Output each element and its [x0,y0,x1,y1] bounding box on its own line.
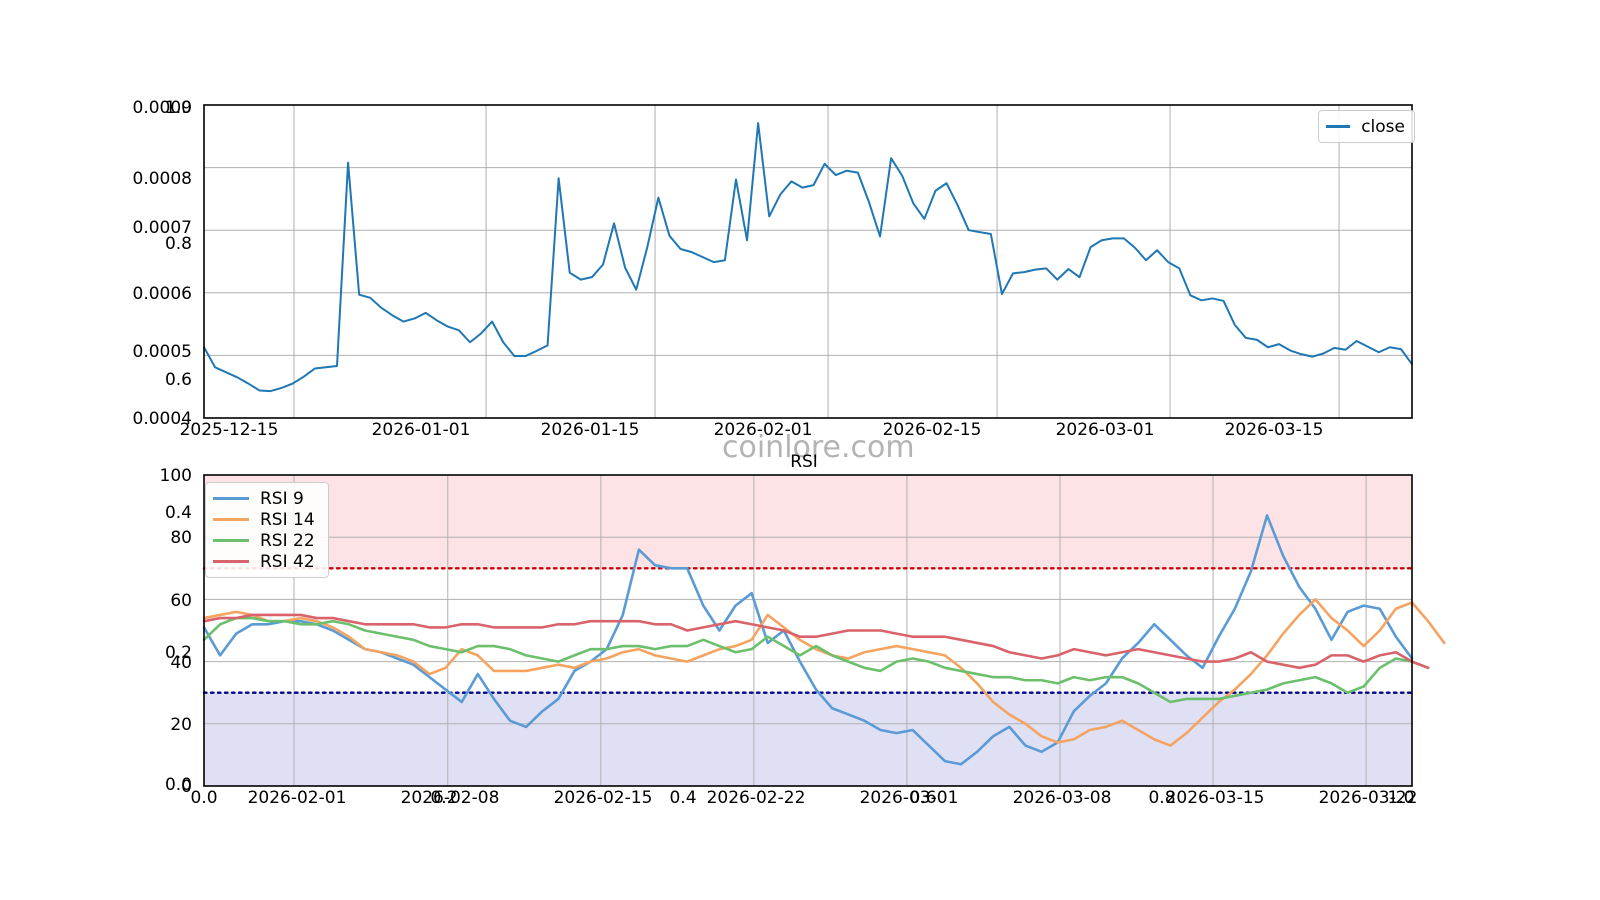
price-x-tick-2026-03-01: 2026-03-01 [1055,420,1155,440]
legend-item-rsi-42[interactable]: RSI 42 [213,551,319,572]
price-x-tick-2026-02-15: 2026-02-15 [882,420,982,440]
rsi-series-lines [202,514,1446,766]
rsi42-line-swatch-icon [213,560,249,563]
rsi-x-overlay-tick-0.8: 0.8 [1148,788,1176,808]
rsi-line-rsi-42 [202,613,1430,670]
price-y-tick-0.0007: 0.0007 [132,218,192,238]
rsi-y-overlay-tick-0.4: 0.4 [164,503,192,523]
price-gridlines [204,105,1412,418]
price-y-tick-0.0009: 0.0009 [132,98,192,118]
price-y-tick-0.0006: 0.0006 [132,284,192,304]
price-legend[interactable]: close [1318,110,1415,143]
price-y-overlay-tick-1.0: 1.0 [164,98,192,118]
rsi-line-rsi-14 [202,598,1446,747]
overbought-zone-band [204,475,1412,569]
rsi-x-tick-2026-03-08: 2026-03-08 [1012,788,1112,808]
rsi-plot-border [203,474,1413,787]
rsi-y-overlay-tick-0.0: 0.0 [164,775,192,795]
rsi-x-overlay-tick-1.0: 1.0 [1387,788,1415,808]
rsi-x-tick-2026-03-22: 2026-03-22 [1318,788,1418,808]
legend-label-rsi-9: RSI 9 [260,488,304,509]
rsi-legend[interactable]: RSI 9 RSI 14 RSI 22 RSI 42 [205,482,329,578]
price-x-tick-2025-12-15: 2025-12-15 [179,420,279,440]
rsi-x-overlay-tick-0.4: 0.4 [669,788,697,808]
rsi-y-tick-0: 0 [181,777,192,797]
price-x-tick-2026-01-15: 2026-01-15 [540,420,640,440]
rsi-x-tick-2026-03-01: 2026-03-01 [859,788,959,808]
rsi-panel [202,474,1446,787]
legend-item-rsi-22[interactable]: RSI 22 [213,530,319,551]
price-y-overlay-tick-0.8: 0.8 [164,234,192,254]
rsi-line-rsi-22 [202,616,1430,704]
rsi-y-tick-80: 80 [170,528,192,548]
rsi-x-overlay-tick-0.0: 0.0 [190,788,218,808]
price-y-tick-0.0004: 0.0004 [132,409,192,429]
legend-label-rsi-14: RSI 14 [260,509,315,530]
rsi14-line-swatch-icon [213,518,249,521]
legend-item-close[interactable]: close [1326,116,1405,137]
rsi-y-tick-40: 40 [170,653,192,673]
rsi-x-tick-2026-03-15: 2026-03-15 [1165,788,1265,808]
rsi-y-tick-20: 20 [170,715,192,735]
rsi-x-tick-2026-02-01: 2026-02-01 [247,788,347,808]
rsi-x-tick-2026-02-15: 2026-02-15 [553,788,653,808]
price-y-tick-0.0005: 0.0005 [132,342,192,362]
rsi-y-tick-60: 60 [170,591,192,611]
legend-label-rsi-42: RSI 42 [260,551,315,572]
rsi-x-overlay-tick-0.6: 0.6 [909,788,937,808]
price-y-overlay-tick-0.6: 0.6 [164,370,192,390]
legend-label-close: close [1361,116,1405,137]
close-line-swatch-icon [1326,125,1351,128]
rsi22-line-swatch-icon [213,539,249,542]
rsi9-line-swatch-icon [213,497,249,500]
rsi-x-tick-2026-02-08: 2026-02-08 [400,788,500,808]
price-y-tick-0.0008: 0.0008 [132,169,192,189]
price-x-tick-2026-03-15: 2026-03-15 [1224,420,1324,440]
oversold-zone-band [204,692,1412,786]
rsi-y-overlay-tick-0.2: 0.2 [164,643,192,663]
price-plot-border [203,104,1413,419]
rsi-x-tick-2026-02-22: 2026-02-22 [706,788,806,808]
price-panel [203,104,1413,419]
price-plot-area [204,105,1412,418]
price-x-tick-2026-01-01: 2026-01-01 [371,420,471,440]
rsi-panel-title: RSI [790,452,818,472]
legend-item-rsi-14[interactable]: RSI 14 [213,509,319,530]
rsi-x-overlay-tick-0.2: 0.2 [430,788,458,808]
legend-item-rsi-9[interactable]: RSI 9 [213,488,319,509]
close-price-line [203,122,1413,393]
rsi-line-rsi-9 [202,514,1414,766]
price-x-tick-2026-02-01: 2026-02-01 [713,420,813,440]
legend-label-rsi-22: RSI 22 [260,530,315,551]
rsi-y-tick-100: 100 [159,466,192,486]
